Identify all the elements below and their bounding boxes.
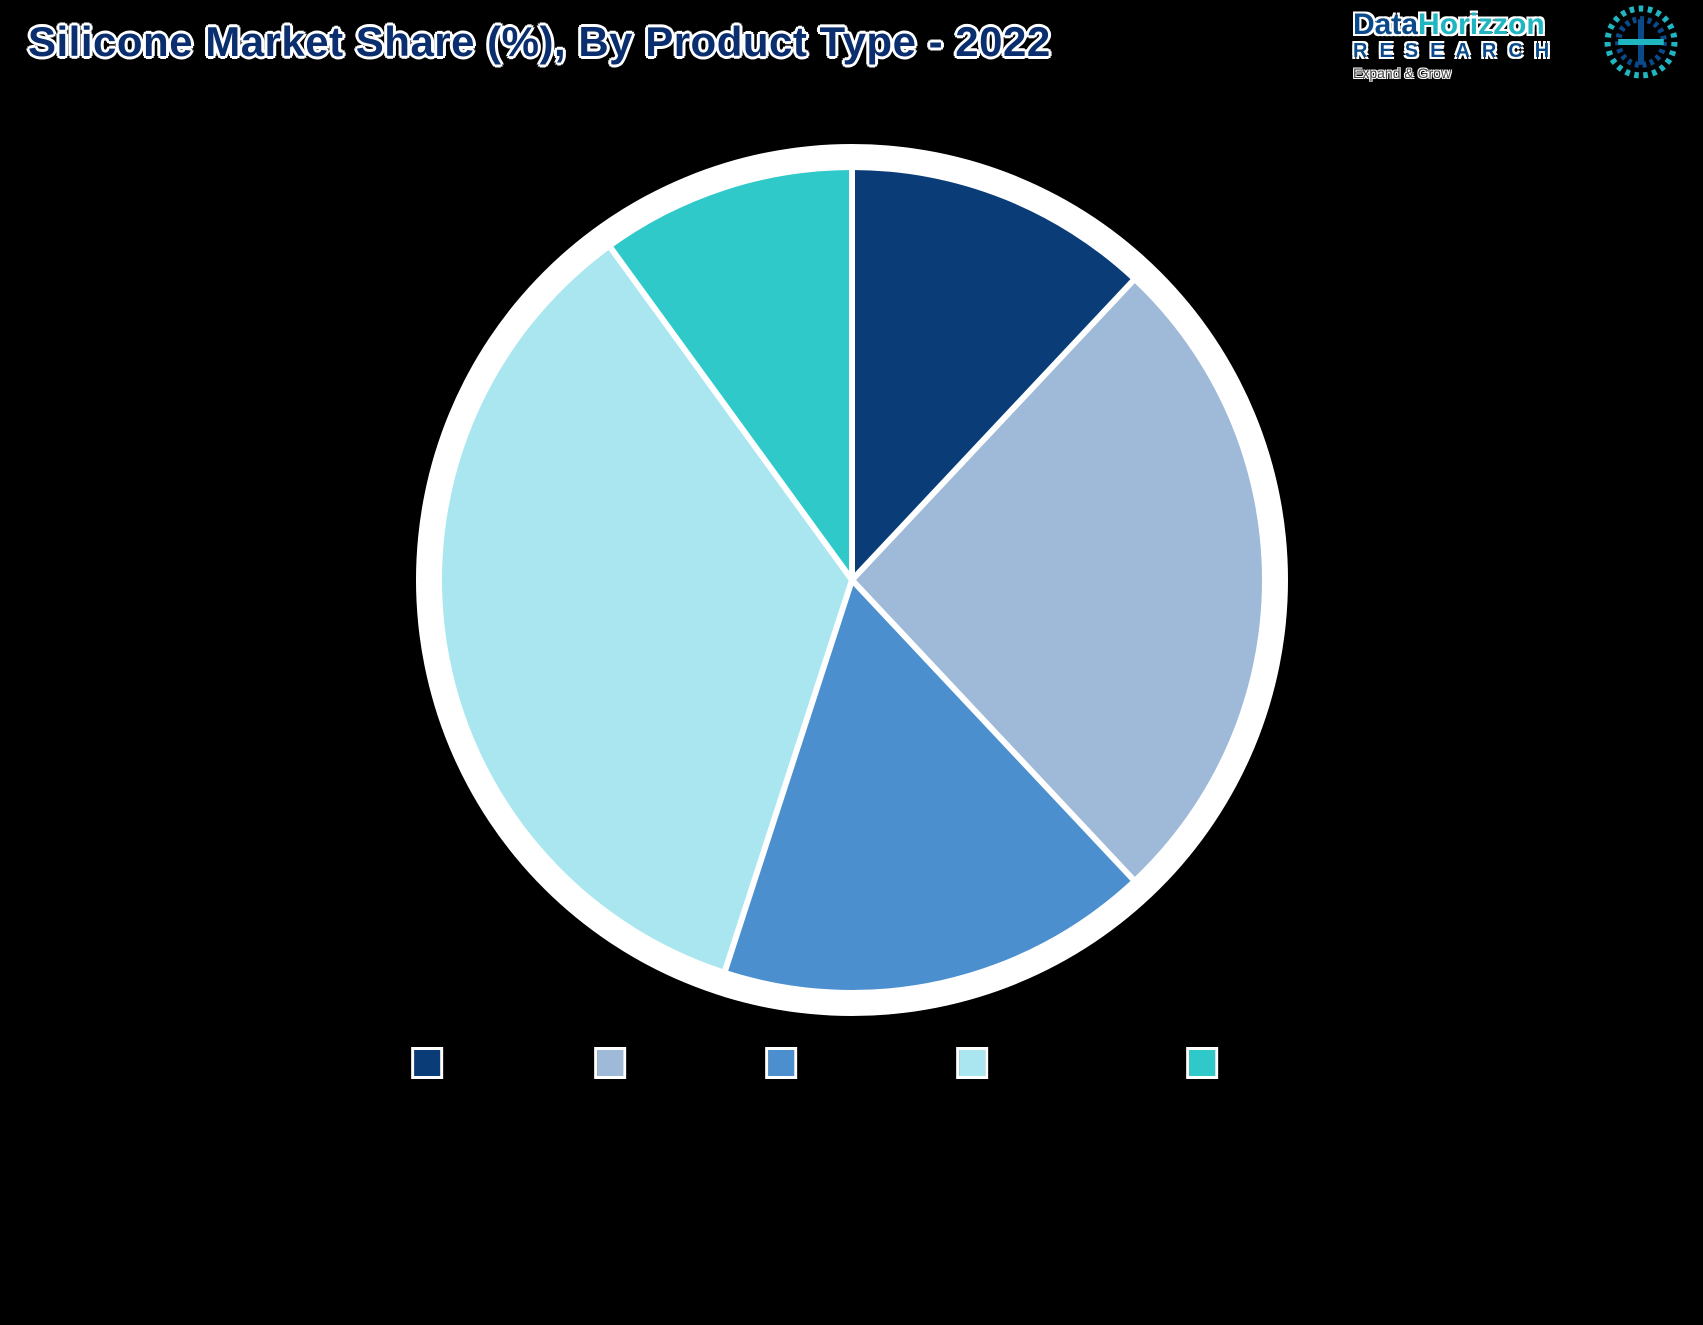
legend-swatch [1189, 1050, 1215, 1076]
brand-line1: DataHorizzon [1353, 8, 1545, 42]
legend-label: Fluids [454, 1052, 507, 1075]
legend-label: Elastomers [999, 1052, 1099, 1075]
legend-swatch [414, 1050, 440, 1076]
chart-title: Silicone Market Share (%), By Product Ty… [28, 18, 1051, 66]
legend: Fluids Gels Resins Elastomers Others [414, 1050, 1290, 1076]
brand-word-horizzon: Horizzon [1418, 8, 1545, 41]
pie-svg [432, 160, 1272, 1000]
brand-globe-icon [1603, 4, 1679, 80]
legend-item-elastomers: Elastomers [959, 1050, 1099, 1076]
legend-swatch [597, 1050, 623, 1076]
legend-label: Others [1229, 1052, 1289, 1075]
legend-item-resins: Resins [768, 1050, 869, 1076]
legend-item-others: Others [1189, 1050, 1289, 1076]
legend-swatch [959, 1050, 985, 1076]
legend-item-gels: Gels [597, 1050, 678, 1076]
pie-chart [432, 160, 1272, 1000]
legend-label: Resins [808, 1052, 869, 1075]
brand-logo: DataHorizzon RESEARCH Expand & Grow [1353, 8, 1673, 81]
legend-swatch [768, 1050, 794, 1076]
legend-label: Gels [637, 1052, 678, 1075]
brand-word-data: Data [1353, 8, 1418, 41]
legend-item-fluids: Fluids [414, 1050, 507, 1076]
